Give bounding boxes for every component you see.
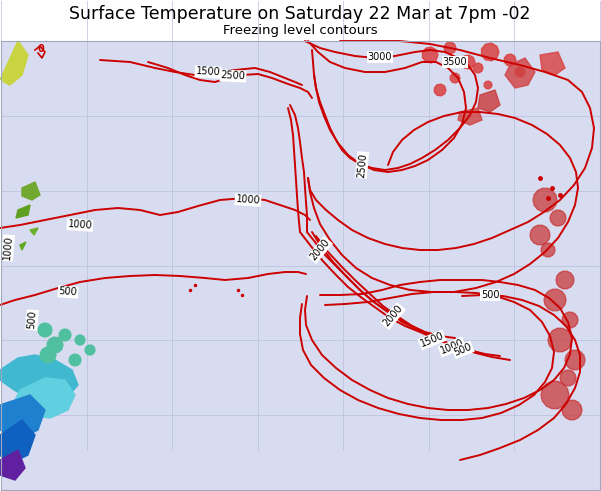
Polygon shape	[0, 395, 45, 440]
Polygon shape	[47, 337, 63, 353]
Polygon shape	[0, 355, 78, 408]
Polygon shape	[0, 420, 35, 465]
Polygon shape	[562, 400, 582, 420]
Polygon shape	[38, 323, 52, 337]
Polygon shape	[504, 54, 516, 66]
Text: 500: 500	[26, 310, 38, 329]
Polygon shape	[515, 67, 525, 77]
Text: 2000: 2000	[308, 237, 332, 263]
Polygon shape	[550, 210, 566, 226]
Polygon shape	[505, 58, 535, 88]
Polygon shape	[540, 52, 565, 75]
Text: 0: 0	[38, 44, 44, 54]
Polygon shape	[565, 350, 585, 370]
Polygon shape	[541, 382, 569, 409]
Polygon shape	[15, 378, 75, 418]
Polygon shape	[533, 189, 557, 212]
Polygon shape	[484, 81, 492, 89]
Polygon shape	[541, 243, 555, 257]
Text: 500: 500	[481, 290, 499, 300]
Text: 1000: 1000	[2, 235, 14, 261]
Polygon shape	[481, 43, 499, 61]
Text: 500: 500	[453, 342, 474, 358]
Polygon shape	[40, 347, 56, 363]
Polygon shape	[0, 450, 25, 480]
Polygon shape	[562, 312, 578, 328]
Polygon shape	[560, 370, 576, 386]
Polygon shape	[544, 289, 566, 311]
Text: 1000: 1000	[439, 338, 465, 356]
Polygon shape	[20, 242, 26, 250]
Polygon shape	[548, 328, 572, 352]
Polygon shape	[474, 63, 483, 73]
Polygon shape	[85, 345, 95, 355]
Polygon shape	[69, 354, 81, 366]
Polygon shape	[59, 329, 71, 341]
Polygon shape	[30, 228, 38, 235]
Polygon shape	[22, 182, 40, 200]
Polygon shape	[444, 42, 456, 54]
Polygon shape	[75, 335, 85, 345]
Text: Surface Temperature on Saturday 22 Mar at 7pm -02: Surface Temperature on Saturday 22 Mar a…	[69, 5, 531, 23]
Text: 3000: 3000	[368, 52, 392, 62]
Polygon shape	[458, 108, 482, 125]
Text: 2500: 2500	[356, 152, 368, 178]
Polygon shape	[478, 90, 500, 112]
Polygon shape	[462, 55, 475, 69]
Text: 2000: 2000	[381, 303, 404, 328]
Text: 500: 500	[58, 286, 78, 298]
Text: 2500: 2500	[221, 70, 246, 82]
Text: 1500: 1500	[195, 66, 221, 78]
Polygon shape	[423, 47, 438, 63]
Text: 1000: 1000	[236, 194, 261, 206]
Polygon shape	[530, 225, 550, 245]
Polygon shape	[556, 271, 574, 289]
Text: 3500: 3500	[443, 57, 468, 67]
Polygon shape	[16, 205, 30, 218]
Polygon shape	[435, 84, 446, 96]
Text: Freezing level contours: Freezing level contours	[223, 24, 377, 36]
Text: 1500: 1500	[419, 331, 445, 349]
Polygon shape	[0, 41, 28, 85]
Text: 1000: 1000	[67, 219, 93, 231]
Polygon shape	[450, 73, 460, 83]
